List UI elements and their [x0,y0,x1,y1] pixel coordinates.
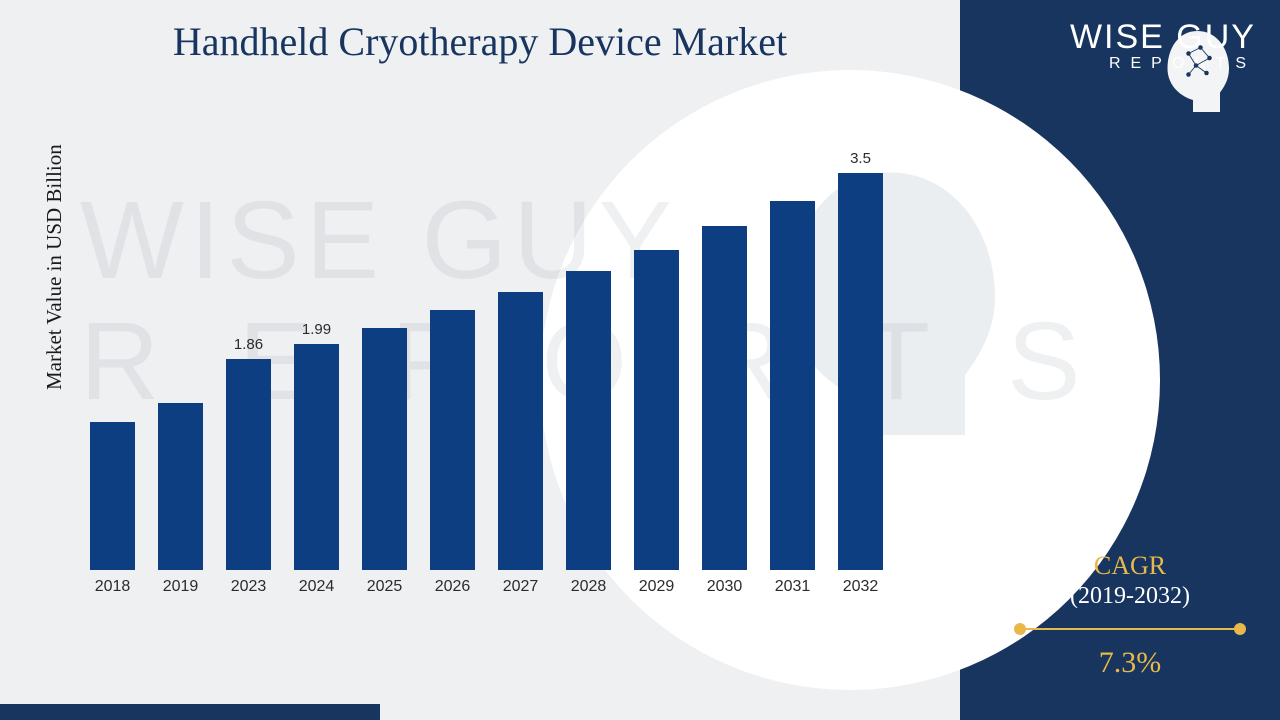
bar [226,359,271,570]
bar [90,422,135,570]
bar [702,226,747,570]
bar-value-label: 1.86 [219,336,279,353]
x-category: 2027 [503,578,539,596]
bar [158,403,203,570]
cagr-value: 7.3% [980,646,1280,680]
bar [294,344,339,570]
cagr-range: (2019-2032) [980,583,1280,610]
stage: WISE GUY R E P O R T S Handheld Cryother… [0,0,1280,720]
x-category: 2028 [571,578,607,596]
bar [838,173,883,570]
x-category: 2026 [435,578,471,596]
x-category: 2029 [639,578,675,596]
y-axis-label: Market Value in USD Billion [42,144,67,390]
cagr-title: CAGR [980,551,1280,581]
logo-head-icon [1156,28,1236,118]
x-category: 2018 [95,578,131,596]
bar-value-label: 3.5 [831,150,891,167]
bar-chart: 2018 2019 2023 1.86 2024 1.99 2025 2026 2027 2028… [90,150,910,600]
x-category: 2025 [367,578,403,596]
bar [498,292,543,570]
x-category: 2019 [163,578,199,596]
x-category: 2024 [299,578,335,596]
brand-logo: WISE GUY REPORTS [1070,18,1256,73]
bar [430,310,475,570]
x-category: 2023 [231,578,267,596]
bottom-accent-strip [0,704,380,720]
x-category: 2031 [775,578,811,596]
cagr-divider [1020,628,1240,630]
bar-value-label: 1.99 [287,321,347,338]
chart-title: Handheld Cryotherapy Device Market [0,18,960,65]
x-category: 2032 [843,578,879,596]
bar [362,328,407,570]
cagr-block: CAGR (2019-2032) 7.3% [980,551,1280,680]
bar [770,201,815,570]
x-category: 2030 [707,578,743,596]
bar [566,271,611,570]
plot-area: 2018201920231.8620241.992025202620272028… [90,150,910,570]
bar [634,250,679,570]
